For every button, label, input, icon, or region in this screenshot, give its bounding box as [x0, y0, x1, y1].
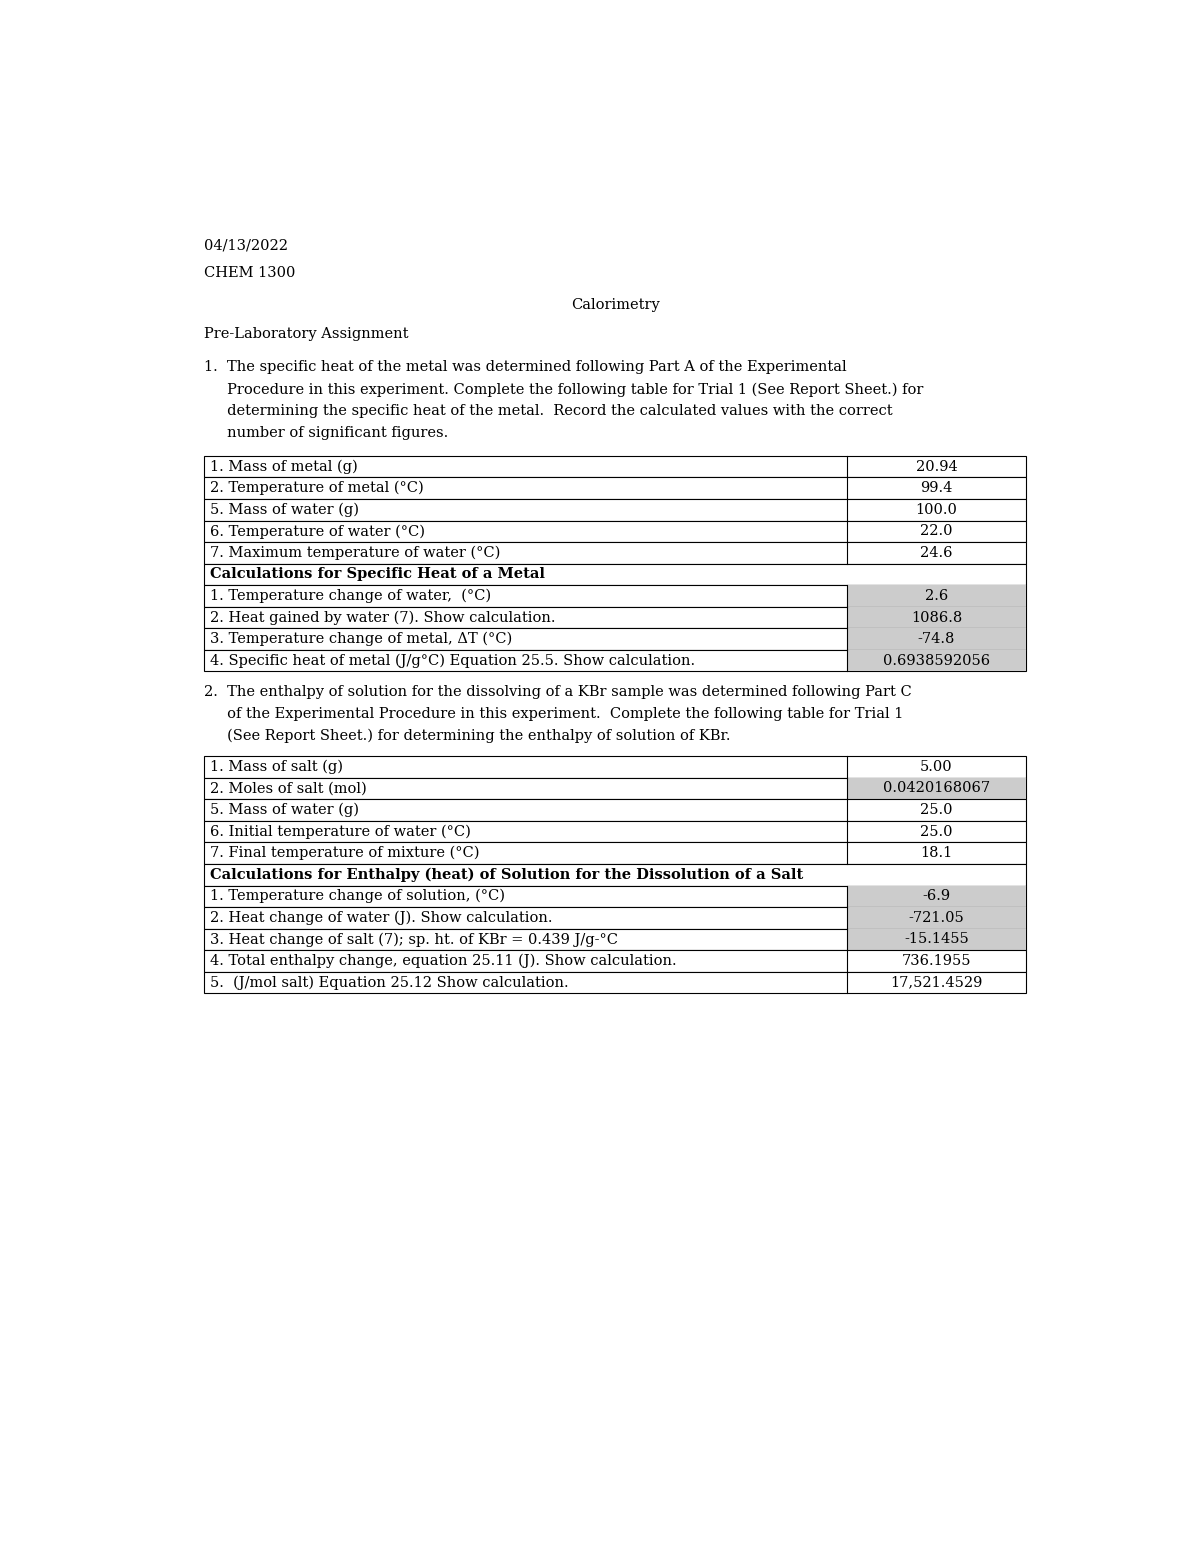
FancyBboxPatch shape — [847, 649, 1026, 671]
Text: 1. Mass of metal (g): 1. Mass of metal (g) — [210, 460, 358, 474]
FancyBboxPatch shape — [204, 972, 1026, 994]
Text: 20.94: 20.94 — [916, 460, 958, 474]
Text: of the Experimental Procedure in this experiment.  Complete the following table : of the Experimental Procedure in this ex… — [204, 707, 904, 721]
Text: 2. Moles of salt (mol): 2. Moles of salt (mol) — [210, 781, 367, 795]
Text: 1. Temperature change of solution, (°C): 1. Temperature change of solution, (°C) — [210, 890, 505, 904]
FancyBboxPatch shape — [204, 756, 1026, 778]
Text: -74.8: -74.8 — [918, 632, 955, 646]
FancyBboxPatch shape — [847, 907, 1026, 929]
FancyBboxPatch shape — [204, 499, 1026, 520]
Text: Calculations for Specific Heat of a Metal: Calculations for Specific Heat of a Meta… — [210, 567, 546, 581]
Text: 0.6938592056: 0.6938592056 — [883, 654, 990, 668]
FancyBboxPatch shape — [204, 842, 1026, 863]
Text: 1. Temperature change of water,  (°C): 1. Temperature change of water, (°C) — [210, 589, 492, 603]
Text: 04/13/2022: 04/13/2022 — [204, 239, 288, 253]
Text: -6.9: -6.9 — [923, 890, 950, 904]
FancyBboxPatch shape — [204, 950, 1026, 972]
FancyBboxPatch shape — [204, 585, 1026, 607]
FancyBboxPatch shape — [204, 457, 1026, 477]
FancyBboxPatch shape — [204, 778, 1026, 800]
Text: 17,521.4529: 17,521.4529 — [890, 975, 983, 989]
Text: 1086.8: 1086.8 — [911, 610, 962, 624]
Text: 24.6: 24.6 — [920, 547, 953, 561]
Text: 1.  The specific heat of the metal was determined following Part A of the Experi: 1. The specific heat of the metal was de… — [204, 360, 846, 374]
FancyBboxPatch shape — [204, 542, 1026, 564]
Text: 25.0: 25.0 — [920, 803, 953, 817]
Text: 4. Specific heat of metal (J/g°C) Equation 25.5. Show calculation.: 4. Specific heat of metal (J/g°C) Equati… — [210, 654, 696, 668]
FancyBboxPatch shape — [847, 929, 1026, 950]
Text: 5.00: 5.00 — [920, 759, 953, 773]
Text: 18.1: 18.1 — [920, 846, 953, 860]
Text: 2. Temperature of metal (°C): 2. Temperature of metal (°C) — [210, 481, 425, 495]
Text: 2. Heat gained by water (7). Show calculation.: 2. Heat gained by water (7). Show calcul… — [210, 610, 556, 624]
FancyBboxPatch shape — [204, 564, 1026, 585]
Text: 5.  (J/mol salt) Equation 25.12 Show calculation.: 5. (J/mol salt) Equation 25.12 Show calc… — [210, 975, 569, 989]
FancyBboxPatch shape — [847, 585, 1026, 607]
Text: Pre-Laboratory Assignment: Pre-Laboratory Assignment — [204, 328, 408, 342]
Text: 2.  The enthalpy of solution for the dissolving of a KBr sample was determined f: 2. The enthalpy of solution for the diss… — [204, 685, 912, 699]
FancyBboxPatch shape — [204, 863, 1026, 885]
Text: 2. Heat change of water (J). Show calculation.: 2. Heat change of water (J). Show calcul… — [210, 910, 553, 926]
FancyBboxPatch shape — [847, 629, 1026, 649]
FancyBboxPatch shape — [847, 885, 1026, 907]
Text: (See Report Sheet.) for determining the enthalpy of solution of KBr.: (See Report Sheet.) for determining the … — [204, 728, 731, 742]
FancyBboxPatch shape — [204, 929, 1026, 950]
Text: 100.0: 100.0 — [916, 503, 958, 517]
Text: 3. Temperature change of metal, ΔT (°C): 3. Temperature change of metal, ΔT (°C) — [210, 632, 512, 646]
FancyBboxPatch shape — [204, 885, 1026, 907]
Text: Calorimetry: Calorimetry — [571, 298, 659, 312]
Text: 0.0420168067: 0.0420168067 — [883, 781, 990, 795]
Text: 99.4: 99.4 — [920, 481, 953, 495]
FancyBboxPatch shape — [204, 822, 1026, 842]
Text: number of significant figures.: number of significant figures. — [204, 426, 448, 439]
Text: 5. Mass of water (g): 5. Mass of water (g) — [210, 803, 360, 817]
Text: 3. Heat change of salt (7); sp. ht. of KBr = 0.439 J/g-°C: 3. Heat change of salt (7); sp. ht. of K… — [210, 932, 618, 947]
Text: 6. Initial temperature of water (°C): 6. Initial temperature of water (°C) — [210, 825, 472, 839]
FancyBboxPatch shape — [204, 800, 1026, 822]
Text: -721.05: -721.05 — [908, 912, 965, 926]
Text: -15.1455: -15.1455 — [904, 932, 968, 946]
FancyBboxPatch shape — [204, 629, 1026, 649]
Text: 7. Maximum temperature of water (°C): 7. Maximum temperature of water (°C) — [210, 545, 500, 561]
Text: CHEM 1300: CHEM 1300 — [204, 266, 295, 280]
Text: 4. Total enthalpy change, equation 25.11 (J). Show calculation.: 4. Total enthalpy change, equation 25.11… — [210, 954, 677, 968]
Text: determining the specific heat of the metal.  Record the calculated values with t: determining the specific heat of the met… — [204, 404, 893, 418]
Text: 25.0: 25.0 — [920, 825, 953, 839]
Text: 6. Temperature of water (°C): 6. Temperature of water (°C) — [210, 523, 426, 539]
Text: 22.0: 22.0 — [920, 525, 953, 539]
FancyBboxPatch shape — [847, 607, 1026, 629]
Text: 5. Mass of water (g): 5. Mass of water (g) — [210, 503, 360, 517]
Text: 7. Final temperature of mixture (°C): 7. Final temperature of mixture (°C) — [210, 846, 480, 860]
Text: Procedure in this experiment. Complete the following table for Trial 1 (See Repo: Procedure in this experiment. Complete t… — [204, 382, 923, 398]
Text: 736.1955: 736.1955 — [901, 954, 971, 968]
FancyBboxPatch shape — [204, 607, 1026, 629]
Text: Calculations for Enthalpy (heat) of Solution for the Dissolution of a Salt: Calculations for Enthalpy (heat) of Solu… — [210, 868, 804, 882]
FancyBboxPatch shape — [204, 907, 1026, 929]
Text: 2.6: 2.6 — [925, 589, 948, 603]
Text: 1. Mass of salt (g): 1. Mass of salt (g) — [210, 759, 343, 773]
FancyBboxPatch shape — [204, 477, 1026, 499]
FancyBboxPatch shape — [847, 778, 1026, 800]
FancyBboxPatch shape — [204, 520, 1026, 542]
FancyBboxPatch shape — [204, 649, 1026, 671]
